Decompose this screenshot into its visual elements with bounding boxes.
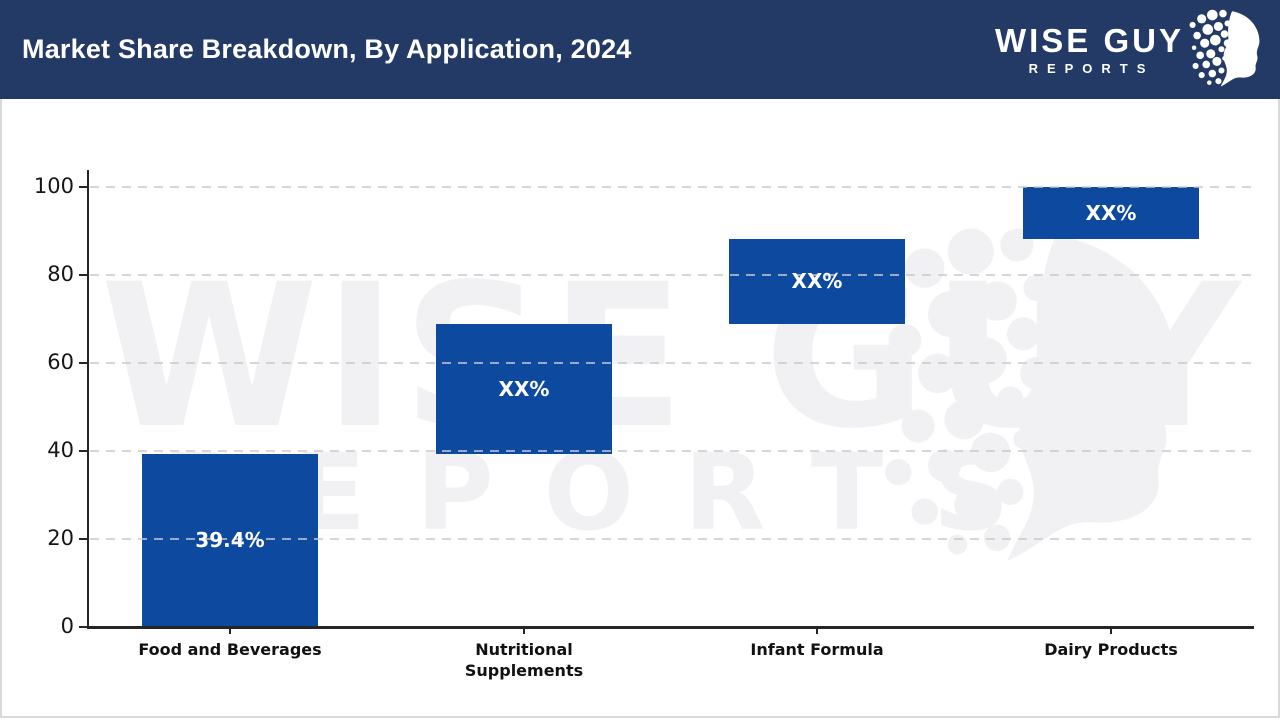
y-axis-tick-label: 20 — [47, 526, 74, 550]
y-axis-tick-label: 100 — [33, 174, 74, 198]
y-axis-tick — [79, 186, 88, 188]
y-axis-tick — [79, 450, 88, 452]
y-axis-tick — [79, 626, 88, 628]
brand-subname: REPORTS — [1028, 61, 1155, 76]
y-axis-tick-label: 60 — [47, 350, 74, 374]
category-label: Food and Beverages — [138, 640, 322, 659]
bar-value-label: XX% — [791, 269, 843, 294]
y-axis-line — [87, 170, 89, 629]
category-label: Infant Formula — [750, 640, 884, 659]
brand-name: WISE GUY — [994, 22, 1184, 59]
category-label: Nutritional Supplements — [464, 640, 584, 680]
gridline — [90, 538, 1254, 540]
brand-wordmark: WISE GUY REPORTS — [995, 24, 1184, 75]
bar — [729, 238, 905, 324]
x-axis-tick — [1110, 627, 1112, 634]
header-bar: Market Share Breakdown, By Application, … — [0, 0, 1280, 99]
y-axis-tick — [79, 362, 88, 364]
face-logo-icon — [1188, 8, 1264, 92]
page-title: Market Share Breakdown, By Application, … — [22, 34, 632, 64]
gridline — [90, 450, 1254, 452]
x-axis-tick — [229, 627, 231, 634]
x-axis-tick — [523, 627, 525, 634]
watermark-head-icon — [865, 222, 1195, 584]
bar-value-label: 39.4% — [195, 528, 265, 553]
brand-logo: WISE GUY REPORTS — [995, 8, 1264, 92]
category-label: Dairy Products — [1044, 640, 1178, 659]
bar — [142, 453, 318, 627]
gridline — [90, 362, 1254, 364]
bar — [436, 323, 612, 454]
y-axis-tick-label: 40 — [47, 438, 74, 462]
y-axis-tick — [79, 538, 88, 540]
gridline — [90, 274, 1254, 276]
bar-value-label: XX% — [498, 376, 550, 401]
x-axis-tick — [816, 627, 818, 634]
y-axis-tick-label: 0 — [60, 614, 74, 638]
gridline — [90, 186, 1254, 188]
bar-value-label: XX% — [1085, 200, 1137, 225]
y-axis-tick-label: 80 — [47, 262, 74, 286]
x-axis-line — [87, 626, 1254, 629]
bar — [1023, 187, 1199, 239]
y-axis-tick — [79, 274, 88, 276]
